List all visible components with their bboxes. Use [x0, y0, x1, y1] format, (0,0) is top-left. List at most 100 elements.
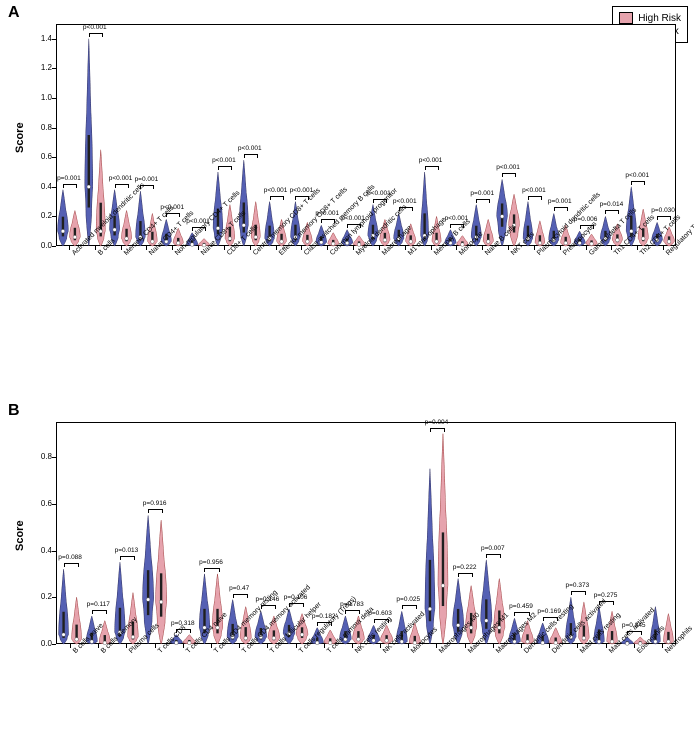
p-bracket [571, 591, 586, 595]
x-tick [637, 246, 638, 250]
p-bracket [166, 213, 180, 217]
x-tick [327, 246, 328, 250]
p-bracket [345, 610, 360, 614]
violin-median-dot [541, 641, 545, 645]
p-bracket [476, 199, 490, 203]
p-bracket [458, 573, 473, 577]
violin-median-dot [254, 235, 258, 239]
p-value-label: p<0.001 [393, 198, 417, 205]
violin-median-dot [113, 228, 117, 232]
p-bracket [657, 216, 671, 220]
x-tick [577, 644, 578, 648]
x-tick [267, 644, 268, 648]
violin-median-dot [667, 240, 671, 244]
panel-a: A Score0.00.20.40.60.81.01.21.4p=0.001Ac… [0, 0, 694, 400]
p-value-label: p=0.001 [135, 176, 159, 183]
p-bracket [115, 184, 129, 188]
p-value-label: p=0.459 [509, 603, 533, 610]
violin-median-dot [385, 639, 389, 643]
p-bracket [92, 610, 107, 614]
p-bracket [543, 617, 558, 621]
p-bracket [430, 428, 445, 432]
p-value-label: p=0.956 [199, 559, 223, 566]
p-value-label: p<0.001 [160, 204, 184, 211]
x-tick [70, 644, 71, 648]
x-tick [606, 644, 607, 648]
p-value-label: p=0.030 [651, 207, 675, 214]
p-value-label: p<0.001 [445, 215, 469, 222]
x-tick [482, 246, 483, 250]
p-value-label: p=0.117 [87, 601, 110, 608]
p-bracket [270, 196, 284, 200]
x-tick [172, 246, 173, 250]
x-tick [146, 246, 147, 250]
p-value-label: p<0.001 [109, 175, 133, 182]
x-tick [405, 246, 406, 250]
panelB-y-tick-label: 0.0 [28, 639, 52, 648]
p-value-label: p=0.845 [622, 622, 646, 629]
x-tick [662, 644, 663, 648]
p-value-label: p=0.006 [574, 216, 598, 223]
x-tick [611, 246, 612, 250]
panelA-y-axis-label: Score [14, 122, 26, 153]
p-value-label: p=0.318 [171, 620, 195, 627]
x-tick [276, 246, 277, 250]
p-bracket [502, 173, 516, 177]
p-value-label: p<0.001 [264, 187, 288, 194]
p-bracket [204, 568, 219, 572]
panelA-y-tick-label: 1.4 [28, 34, 52, 43]
panelA-y-tick-label: 0.2 [28, 211, 52, 220]
violin-inner-box [160, 573, 162, 616]
x-tick [431, 246, 432, 250]
p-value-label: p=0.014 [600, 201, 624, 208]
violin-median-dot [280, 240, 284, 244]
x-tick [211, 644, 212, 648]
p-bracket [148, 509, 163, 513]
x-tick [521, 644, 522, 648]
p-bracket [289, 603, 304, 607]
violin-median-dot [500, 215, 504, 219]
violin-median-dot [641, 237, 645, 241]
p-bracket [176, 629, 191, 633]
p-bracket [605, 210, 619, 214]
violin-median-dot [61, 229, 65, 233]
p-bracket [425, 166, 439, 170]
panelB-y-tick [52, 644, 56, 645]
x-tick [353, 246, 354, 250]
p-bracket [374, 619, 389, 623]
p-value-label: p=0.025 [396, 596, 420, 603]
panel-b-label: B [8, 402, 20, 420]
violin-inner-box [147, 570, 149, 615]
p-value-label: p<0.001 [419, 157, 443, 164]
p-value-label: p<0.001 [522, 187, 546, 194]
violin-median-dot [75, 638, 79, 642]
p-bracket [120, 556, 135, 560]
x-tick [634, 644, 635, 648]
p-bracket [140, 185, 154, 189]
p-value-label: p=0.783 [340, 601, 364, 608]
violin-median-dot [244, 636, 248, 640]
p-bracket [218, 166, 232, 170]
p-bracket [244, 154, 258, 158]
violin-median-dot [228, 237, 232, 241]
p-value-label: p=0.004 [425, 419, 449, 426]
p-bracket [373, 199, 387, 203]
p-bracket [528, 196, 542, 200]
violin-median-dot [125, 237, 129, 241]
p-value-label: p=0.603 [368, 610, 392, 617]
x-tick [586, 246, 587, 250]
p-value-label: p=0.146 [256, 596, 280, 603]
p-value-label: p<0.001 [212, 157, 236, 164]
panelB-y-tick-label: 0.4 [28, 546, 52, 555]
p-value-label: p<0.001 [290, 187, 314, 194]
x-tick [95, 246, 96, 250]
p-value-label: p<0.001 [367, 190, 391, 197]
violin-median-dot [428, 607, 432, 611]
p-value-label: p=0.275 [594, 592, 618, 599]
p-bracket [599, 601, 614, 605]
x-tick [560, 246, 561, 250]
x-tick [379, 246, 380, 250]
violin-median-dot [146, 598, 150, 602]
x-tick [493, 644, 494, 648]
violin-median-dot [62, 633, 66, 637]
